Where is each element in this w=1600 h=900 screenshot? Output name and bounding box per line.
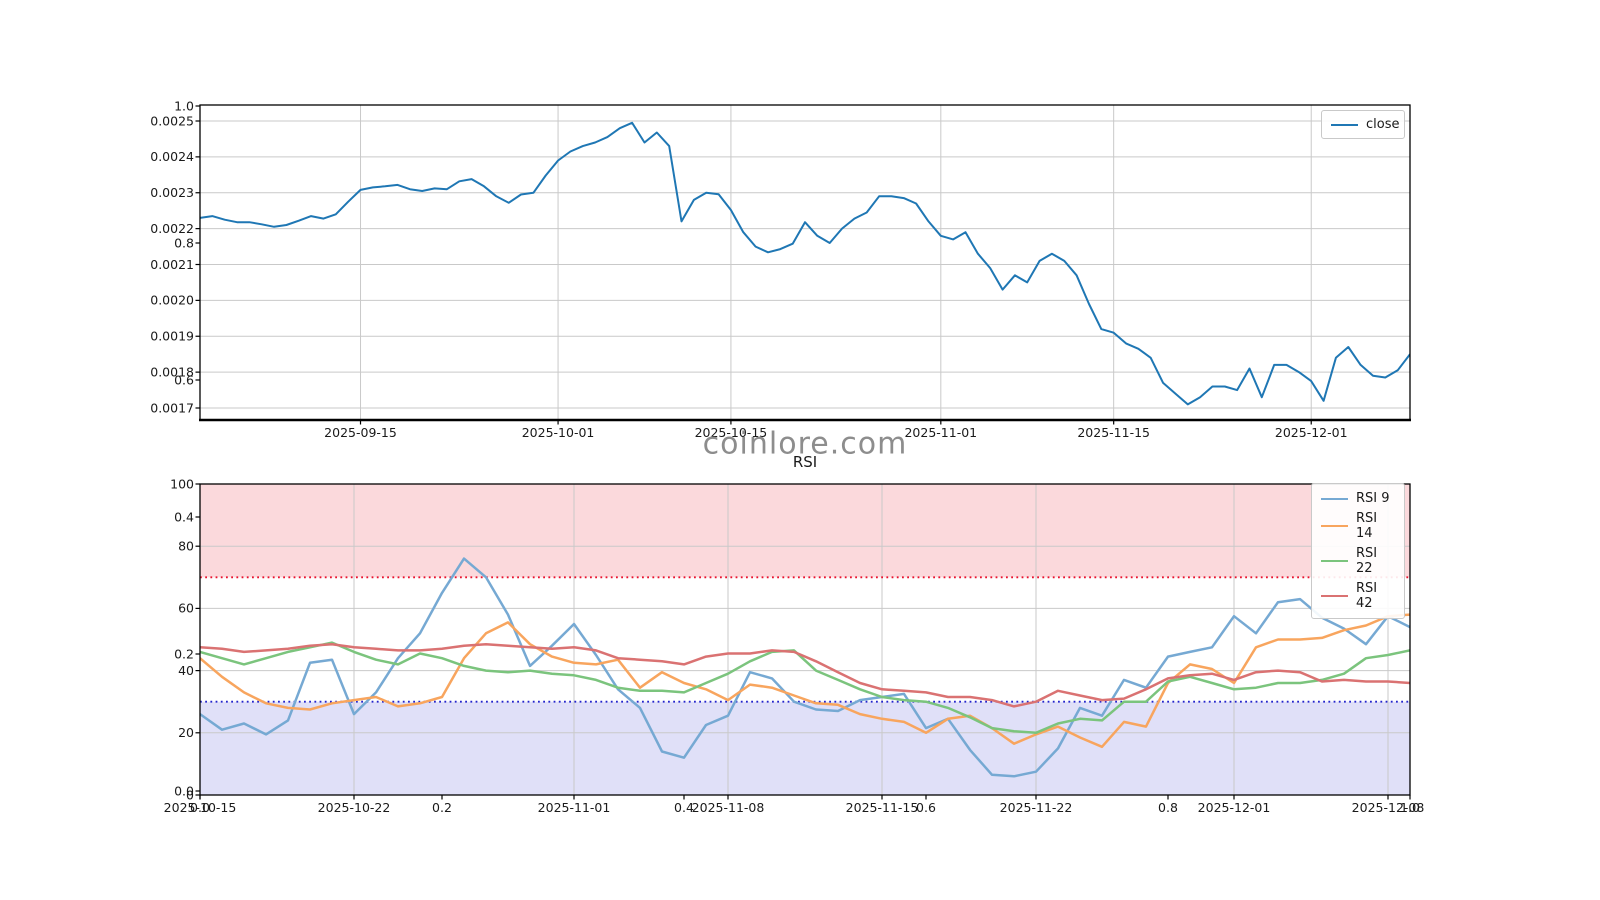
rsi-x-tick-label: 2025-10-22: [318, 800, 391, 815]
price-y-tick-label: 0.0018: [150, 364, 194, 379]
overlay-y-tick-label: 0.2: [174, 646, 194, 661]
price-y-tick-label: 0.0025: [150, 113, 194, 128]
oversold-band: [200, 701, 1410, 795]
price-y-tick-label: 0.0019: [150, 329, 194, 344]
rsi-legend: RSI 9 RSI 14 RSI 22 RSI 42: [1311, 483, 1405, 619]
price-y-tick-label: 0.0022: [150, 221, 194, 236]
price-legend: close: [1321, 110, 1405, 139]
rsi-x-tick-label: 2025-12-01: [1198, 800, 1271, 815]
close-line: [200, 121, 1410, 406]
overlay-x-tick-label: 0.4: [674, 800, 694, 815]
overbought-band: [200, 484, 1410, 578]
watermark: coinlore.com: [702, 426, 908, 462]
rsi-14-line: [200, 613, 1410, 749]
price-x-tick-label: 2025-12-01: [1275, 425, 1348, 440]
rsi-22-swatch: [1321, 560, 1348, 562]
overlay-x-tick-label: 0.2: [432, 800, 452, 815]
overlay-y-tick-label: 1.0: [174, 98, 194, 113]
rsi-x-tick-label: 2025-12-08: [1352, 800, 1425, 815]
price-y-tick-label: 0.0023: [150, 185, 194, 200]
rsi-9-legend-label: RSI 9: [1356, 491, 1390, 506]
rsi-x-tick-label: 2025-10-15: [164, 800, 237, 815]
price-x-tick-label: 2025-09-15: [324, 425, 397, 440]
close-line-swatch: [1331, 123, 1358, 126]
price-y-tick-label: 0.0020: [150, 293, 194, 308]
rsi-42-swatch: [1321, 595, 1348, 597]
rsi-x-tick-label: 2025-11-22: [1000, 800, 1073, 815]
rsi-y-tick-label: 20: [178, 725, 194, 740]
rsi-frame: [199, 483, 1411, 796]
price-x-tick-label: 2025-11-15: [1077, 425, 1150, 440]
rsi-9-swatch: [1321, 497, 1348, 500]
overlay-axis-labels: 1.0 0.8 0.6 0.4 0.2 0.0 0.0 0.2 0.4 0.6 0.8 1.0: [174, 98, 1420, 815]
rsi-x-tick-label: 2025-11-01: [538, 800, 611, 815]
legend-row-rsi-22: RSI 22: [1321, 546, 1395, 576]
rsi-chart-title: RSI: [792, 453, 818, 471]
overlay-x-tick-label: 0.0: [190, 800, 210, 815]
rsi-y-tick-label: 60: [178, 601, 194, 616]
close-legend-label: close: [1366, 117, 1400, 132]
overlay-y-tick-label: 0.0: [174, 783, 194, 798]
rsi-14-swatch: [1321, 525, 1348, 527]
rsi-y-tick-label: 40: [178, 663, 194, 678]
price-y-tick-label: 0.0021: [150, 257, 194, 272]
legend-row-rsi-9: RSI 9: [1321, 491, 1395, 506]
rsi-14-legend-label: RSI 14: [1356, 511, 1378, 541]
price-y-tick-label: 0.0024: [150, 149, 194, 164]
legend-row-rsi-14: RSI 14: [1321, 511, 1395, 541]
price-y-tick-label: 0.0017: [150, 400, 194, 415]
rsi-22-legend-label: RSI 22: [1356, 546, 1378, 576]
price-x-tick-label: 2025-10-15: [695, 425, 768, 440]
overlay-x-tick-label: 1.0: [1400, 800, 1420, 815]
price-frame: [199, 104, 1411, 421]
rsi-x-tick-label: 2025-11-15: [846, 800, 919, 815]
rsi-9-line: [200, 557, 1410, 778]
price-x-tick-label: 2025-11-01: [904, 425, 977, 440]
overlay-x-tick-label: 0.8: [1158, 800, 1178, 815]
rsi-22-line: [200, 641, 1410, 735]
rsi-y-tick-label: 100: [170, 476, 194, 491]
overlay-y-tick-label: 0.8: [174, 235, 194, 250]
rsi-y-tick-label: 80: [178, 539, 194, 554]
rsi-42-line: [200, 642, 1410, 708]
overlay-y-tick-label: 0.6: [174, 372, 194, 387]
rsi-42-legend-label: RSI 42: [1356, 581, 1378, 611]
overlay-x-tick-label: 0.6: [916, 800, 936, 815]
legend-row-rsi-42: RSI 42: [1321, 581, 1395, 611]
rsi-axes: 0 20 40 60 80 100 2025-10-15 2025-10-22 2025-11-…: [164, 476, 1425, 815]
price-x-tick-label: 2025-10-01: [522, 425, 595, 440]
price-axes: 0.0017 0.0018 0.0019 0.0020 0.0021 0.0022 0.00…: [150, 104, 1411, 440]
rsi-x-tick-label: 2025-11-08: [692, 800, 765, 815]
overlay-y-tick-label: 0.4: [174, 509, 194, 524]
rsi-y-tick-label: 0: [186, 787, 194, 802]
